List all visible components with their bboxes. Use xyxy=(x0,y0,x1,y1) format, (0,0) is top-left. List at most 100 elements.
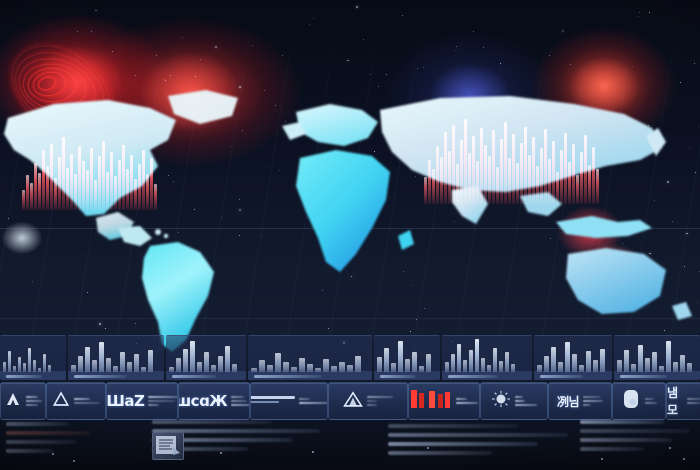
microtext-line xyxy=(25,404,38,406)
card-3[interactable]: ШаZ xyxy=(106,382,178,420)
card-microtext xyxy=(583,396,603,406)
card-11[interactable]: 냄모 xyxy=(666,382,700,420)
card-5[interactable] xyxy=(250,382,328,420)
skyline-bar xyxy=(600,348,605,372)
skyline-bar xyxy=(617,360,622,372)
skyline-bar xyxy=(572,354,577,372)
skyline-bar xyxy=(307,363,313,372)
text-block-right xyxy=(388,424,568,460)
microtext-line xyxy=(148,404,159,406)
skyline-bar xyxy=(544,356,549,372)
text-line-blur xyxy=(388,424,518,428)
panel-bars xyxy=(3,336,63,372)
card-microtext xyxy=(298,398,327,404)
skyline-bar xyxy=(481,357,485,372)
microtext-line xyxy=(514,404,538,406)
skyline-bar xyxy=(347,364,353,372)
skyline-bar xyxy=(38,367,41,372)
micro-dot xyxy=(73,460,75,462)
card-microtext xyxy=(148,396,177,406)
skyline-bar xyxy=(211,365,216,372)
skyline-bar xyxy=(593,359,598,372)
card-4[interactable]: шсɑЖ xyxy=(178,382,250,420)
microtext-line xyxy=(231,400,247,402)
micro-dot xyxy=(683,458,685,460)
skyline-bar xyxy=(463,359,467,372)
skyline-bar xyxy=(558,361,563,372)
card-10[interactable] xyxy=(612,382,666,420)
skyline-bar xyxy=(412,351,417,372)
panel-1[interactable] xyxy=(0,335,66,380)
panel-bars xyxy=(377,336,437,372)
skyline-bar xyxy=(537,365,542,372)
skyline-bar xyxy=(377,357,382,372)
skyline-bar xyxy=(323,359,329,372)
panel-bars xyxy=(71,336,161,372)
microtext-line xyxy=(74,398,90,400)
panel-6[interactable] xyxy=(442,335,532,380)
microtext-line xyxy=(25,396,38,398)
skyline-bar xyxy=(169,366,174,372)
panel-caption-blur xyxy=(380,375,416,378)
skyline-bar xyxy=(624,349,629,372)
skyline-bar xyxy=(586,350,591,372)
skyline-bar xyxy=(391,363,396,372)
skyline-bar xyxy=(475,339,479,372)
panel-bars xyxy=(251,336,369,372)
text-line-blur xyxy=(6,431,90,435)
skyline-bar xyxy=(190,340,195,372)
panel-bars xyxy=(169,336,243,372)
skyline-bar xyxy=(451,353,455,372)
panel-8[interactable] xyxy=(614,335,700,380)
microtext-line xyxy=(583,400,603,402)
panel-7[interactable] xyxy=(534,335,612,380)
card-1[interactable] xyxy=(0,382,46,420)
card-8[interactable] xyxy=(480,382,548,420)
micro-dot xyxy=(427,447,429,449)
skyline-bar xyxy=(106,358,111,372)
skyline-bar xyxy=(469,350,473,372)
microtext-line xyxy=(148,396,177,398)
card-9[interactable]: 冽님 xyxy=(548,382,612,420)
skyline-bar xyxy=(579,364,584,372)
skyline-bar xyxy=(505,352,509,372)
bar-mark-icon xyxy=(251,392,295,410)
microtext-line xyxy=(686,398,700,400)
card-microtext xyxy=(514,396,538,406)
panel-3[interactable] xyxy=(166,335,246,380)
microtext-line xyxy=(367,396,393,398)
card-6[interactable] xyxy=(328,382,408,420)
panel-4[interactable] xyxy=(248,335,372,380)
skyline-bar xyxy=(85,346,90,372)
skyline-bar xyxy=(299,357,305,372)
skyline-bar xyxy=(652,352,657,372)
skyline-bar xyxy=(384,347,389,372)
skyline-bar xyxy=(33,359,36,372)
text-line-blur xyxy=(6,440,76,444)
text-line-blur xyxy=(6,422,68,426)
skyline-bar xyxy=(8,350,11,372)
panel-2[interactable] xyxy=(68,335,164,380)
skyline-bar xyxy=(680,355,685,372)
micro-dot xyxy=(312,451,314,453)
skyline-bar xyxy=(291,367,297,372)
skyline-bar xyxy=(487,365,491,372)
skyline-bar xyxy=(113,365,118,372)
document-thumbnail[interactable] xyxy=(152,432,184,460)
dashboard-card-row[interactable]: ШаZ шсɑЖ 冽님 냄모 xyxy=(0,382,700,420)
card-2[interactable] xyxy=(46,382,106,420)
card-microtext xyxy=(455,398,479,404)
bottom-text-region xyxy=(0,420,700,470)
skyline-bar xyxy=(23,363,26,372)
panel-5[interactable] xyxy=(374,335,440,380)
capsule-mark-icon xyxy=(621,387,641,416)
skyline-bar xyxy=(398,341,403,372)
microtext-line xyxy=(298,398,310,400)
mountain-mark-icon xyxy=(343,390,363,413)
skyline-bar xyxy=(315,368,321,372)
text-line-blur xyxy=(388,451,492,455)
skyline-bar xyxy=(493,348,497,372)
card-7[interactable] xyxy=(408,382,480,420)
skyline-bar xyxy=(99,342,104,372)
